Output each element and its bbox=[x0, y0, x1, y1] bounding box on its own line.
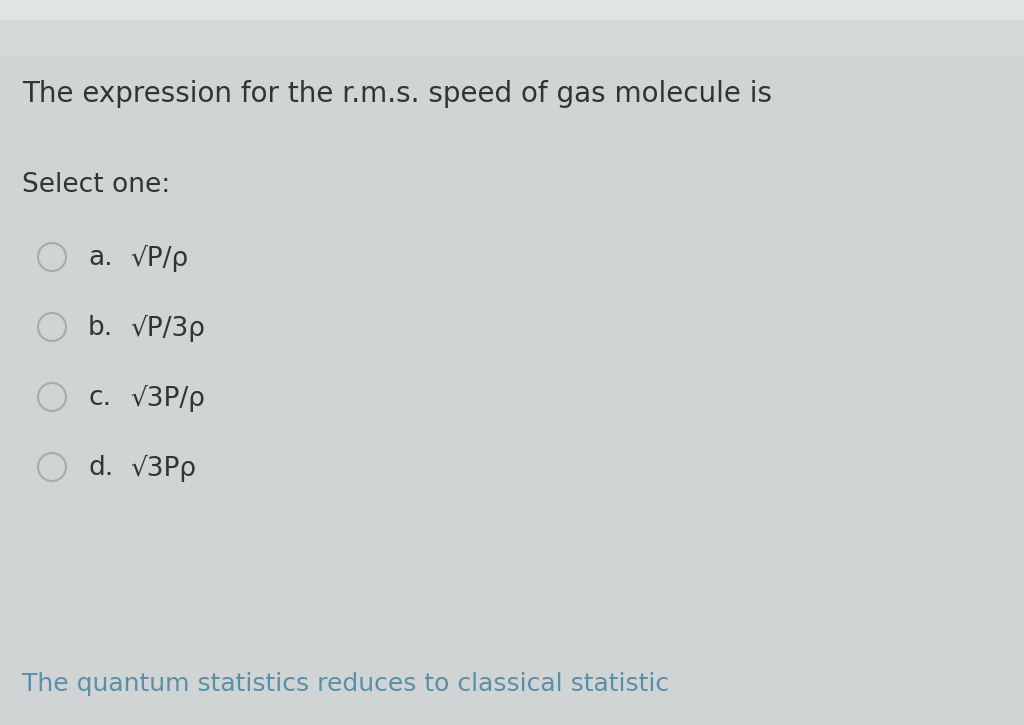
Text: √P/ρ: √P/ρ bbox=[130, 245, 188, 272]
Text: √3Pρ: √3Pρ bbox=[130, 455, 197, 482]
Text: d.: d. bbox=[88, 455, 114, 481]
Bar bbox=[0, 0, 1024, 20]
Text: The quantum statistics reduces to classical statistic: The quantum statistics reduces to classi… bbox=[22, 672, 669, 696]
Bar bbox=[0, 0, 1024, 55]
Text: √P/3ρ: √P/3ρ bbox=[130, 315, 205, 342]
Text: Select one:: Select one: bbox=[22, 172, 170, 198]
Text: a.: a. bbox=[88, 245, 113, 271]
Text: c.: c. bbox=[88, 385, 112, 411]
Text: The expression for the r.m.s. speed of gas molecule is: The expression for the r.m.s. speed of g… bbox=[22, 80, 772, 108]
Text: √3P/ρ: √3P/ρ bbox=[130, 385, 205, 412]
Text: b.: b. bbox=[88, 315, 114, 341]
